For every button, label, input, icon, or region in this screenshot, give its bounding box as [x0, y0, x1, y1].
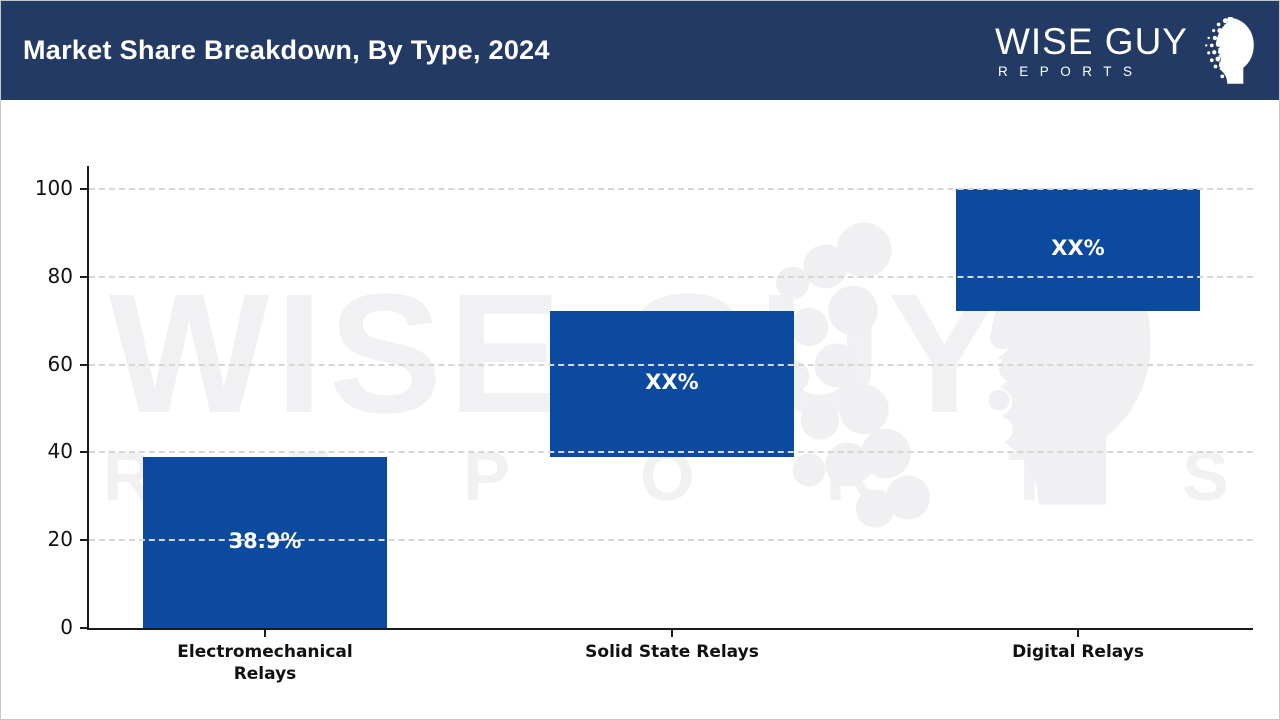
x-tick-label: Solid State Relays: [585, 642, 759, 662]
bar-value-label: XX%: [1051, 236, 1105, 261]
logo-wordmark-block: WISE GUY REPORTS: [995, 23, 1188, 79]
y-tick-mark: [80, 539, 87, 542]
gridline: [89, 363, 1253, 366]
x-tick-label: Electromechanical Relays: [177, 642, 353, 685]
header: Market Share Breakdown, By Type, 2024 WI…: [1, 1, 1279, 100]
bar-value-label: XX%: [645, 370, 699, 395]
y-axis-line: [87, 166, 89, 630]
y-tick-label: 80: [47, 263, 73, 288]
logo-face-icon: [1204, 16, 1254, 84]
y-tick-mark: [80, 188, 87, 190]
gridline: [89, 188, 1253, 190]
x-tick-label: Digital Relays: [1012, 642, 1144, 662]
y-tick-mark: [80, 451, 87, 454]
bar-segment: [550, 311, 794, 458]
y-tick-label: 100: [34, 176, 73, 200]
gridline: [89, 451, 1253, 454]
logo-wordmark: WISE GUY: [994, 20, 1188, 62]
bar-segment: [143, 457, 387, 628]
y-tick-mark: [80, 627, 87, 629]
x-tick-mark: [671, 630, 673, 637]
y-tick-mark: [80, 363, 87, 366]
page-title: Market Share Breakdown, By Type, 2024: [23, 35, 550, 65]
gridline: [89, 539, 1253, 542]
x-axis-line: [87, 628, 1253, 630]
logo-subtitle: REPORTS: [997, 63, 1144, 79]
y-tick-mark: [80, 275, 87, 278]
x-tick-mark: [1077, 630, 1079, 637]
y-tick-label: 20: [47, 527, 73, 552]
bar-segment: [956, 189, 1200, 312]
y-tick-label: 60: [47, 351, 73, 376]
x-tick-mark: [264, 630, 266, 637]
bar-value-label: 38.9%: [228, 528, 302, 553]
y-tick-label: 0: [60, 615, 73, 639]
y-tick-label: 40: [47, 439, 73, 464]
gridline: [89, 275, 1253, 278]
wise-guy-logo: WISE GUY REPORTS: [995, 16, 1257, 85]
